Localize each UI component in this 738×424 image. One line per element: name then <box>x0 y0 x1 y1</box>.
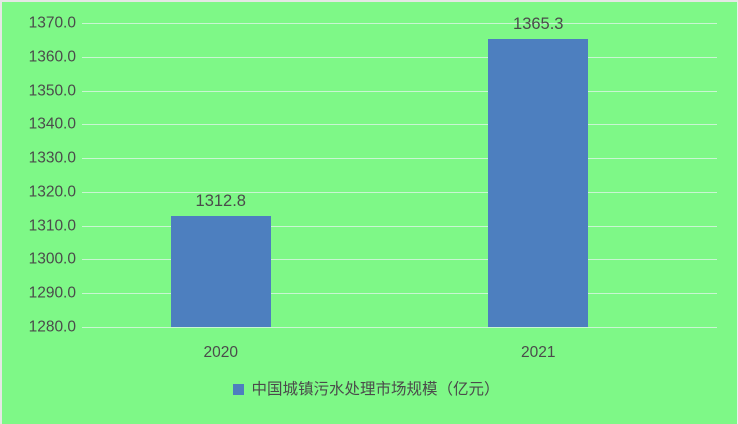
y-axis: 1370.0 1360.0 1350.0 1340.0 1330.0 1320.0 1310… <box>2 15 76 334</box>
bar-data-label: 1312.8 <box>195 192 246 211</box>
gridline <box>82 259 717 261</box>
gridline <box>82 56 717 58</box>
gridline <box>82 327 717 328</box>
legend-entry[interactable]: 中国城镇污水处理市场规模（亿元） <box>233 381 500 398</box>
y-axis-tick-label: 1370.0 <box>28 14 76 32</box>
y-axis-tick-label: 1360.0 <box>28 48 76 66</box>
x-axis-tick-label: 2021 <box>521 344 556 361</box>
gridline <box>82 191 717 193</box>
bar[interactable] <box>488 38 589 327</box>
y-axis-tick-label: 1320.0 <box>28 183 76 201</box>
gridline <box>82 225 717 227</box>
plot-area <box>82 23 717 328</box>
bar-data-label: 1365.3 <box>513 14 564 33</box>
gridline <box>82 293 717 295</box>
gridline <box>82 23 717 24</box>
y-axis-tick-label: 1350.0 <box>28 81 76 99</box>
y-axis-tick-label: 1300.0 <box>28 250 76 268</box>
gridline <box>82 124 717 126</box>
gridline <box>82 90 717 92</box>
bar[interactable] <box>170 216 271 327</box>
y-axis-tick-label: 1310.0 <box>28 216 76 234</box>
x-axis-tick-label: 2020 <box>203 344 238 361</box>
y-axis-tick-label: 1290.0 <box>28 284 76 302</box>
chart-legend: 中国城镇污水处理市场规模（亿元） <box>2 382 737 398</box>
legend-swatch-icon <box>233 384 245 396</box>
y-axis-tick-label: 1340.0 <box>28 115 76 133</box>
gridline <box>82 158 717 160</box>
y-axis-tick-label: 1330.0 <box>28 149 76 167</box>
legend-label: 中国城镇污水处理市场规模（亿元） <box>251 381 500 398</box>
y-axis-tick-label: 1280.0 <box>28 318 76 336</box>
